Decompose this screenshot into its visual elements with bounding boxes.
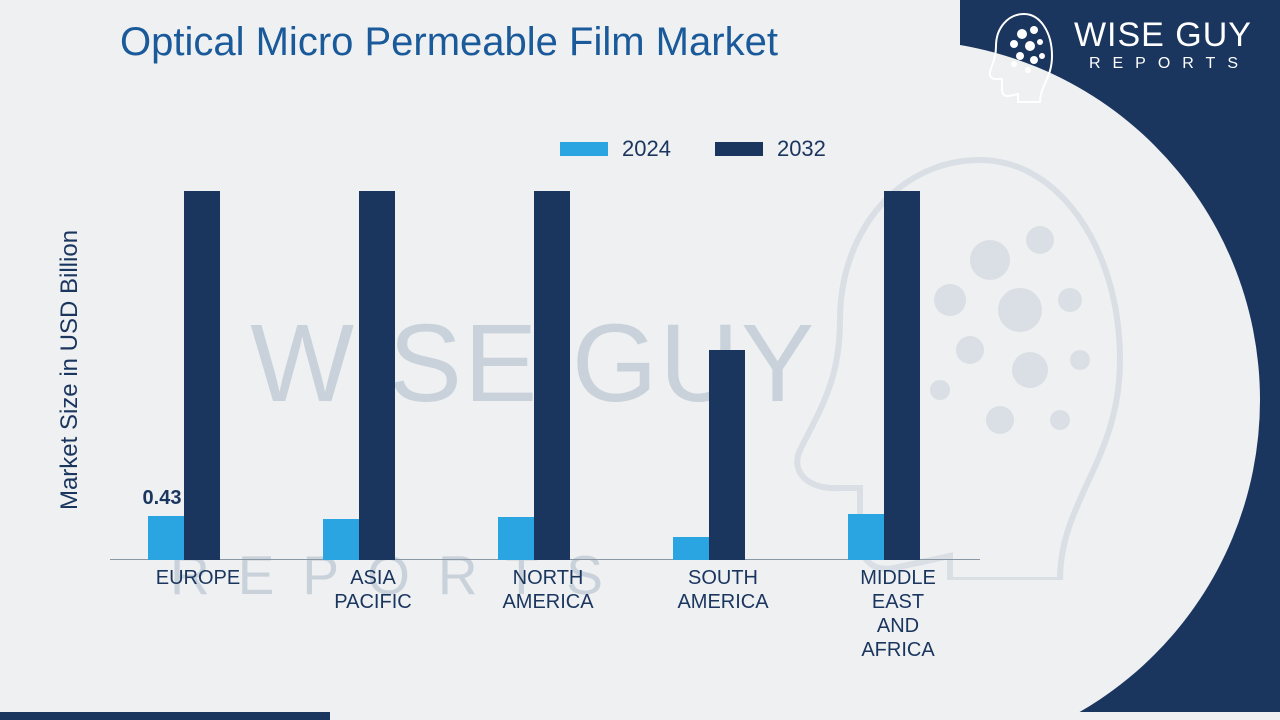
legend-label-2032: 2032: [777, 136, 826, 162]
brand-name: WISE GUY: [1074, 18, 1252, 52]
bar-2024: [673, 537, 709, 560]
bar-2024: [848, 514, 884, 560]
bar-2024: [148, 516, 184, 560]
y-axis-label: Market Size in USD Billion: [56, 230, 84, 510]
bar-2024: [323, 519, 359, 560]
bar-2024: [498, 517, 534, 560]
bar-group: [669, 170, 745, 560]
legend-swatch-2024: [560, 142, 608, 156]
bar-2032: [359, 191, 395, 560]
bar-value-label: 0.43: [143, 487, 182, 510]
bar-group: [319, 170, 395, 560]
bar-group: [494, 170, 570, 560]
category-label: ASIA PACIFIC: [334, 566, 411, 614]
chart-title: Optical Micro Permeable Film Market: [120, 20, 778, 65]
brand-sub: REPORTS: [1074, 56, 1252, 72]
chart-canvas: WISE GUY REPORTS WISE GUY REPORTS Optica…: [0, 0, 1280, 720]
bottom-edge-accent: [0, 712, 330, 720]
category-label: NORTH AMERICA: [502, 566, 593, 614]
category-label: MIDDLE EAST AND AFRICA: [860, 566, 936, 662]
bar-group: [844, 170, 920, 560]
legend-swatch-2032: [715, 142, 763, 156]
legend: 2024 2032: [560, 136, 826, 162]
right-accent-panel: [960, 0, 1280, 712]
legend-label-2024: 2024: [622, 136, 671, 162]
bar-2032: [184, 191, 220, 560]
brand-logo: WISE GUY REPORTS: [1074, 18, 1252, 72]
bar-2032: [709, 350, 745, 560]
plot-area: 0.43: [110, 170, 980, 560]
legend-item-2032: 2032: [715, 136, 826, 162]
bar-2032: [884, 191, 920, 560]
legend-item-2024: 2024: [560, 136, 671, 162]
category-label: EUROPE: [156, 566, 240, 590]
x-axis-labels: EUROPE ASIA PACIFIC NORTH AMERICA SOUTH AME…: [110, 562, 980, 712]
bar-2032: [534, 191, 570, 560]
category-label: SOUTH AMERICA: [677, 566, 768, 614]
